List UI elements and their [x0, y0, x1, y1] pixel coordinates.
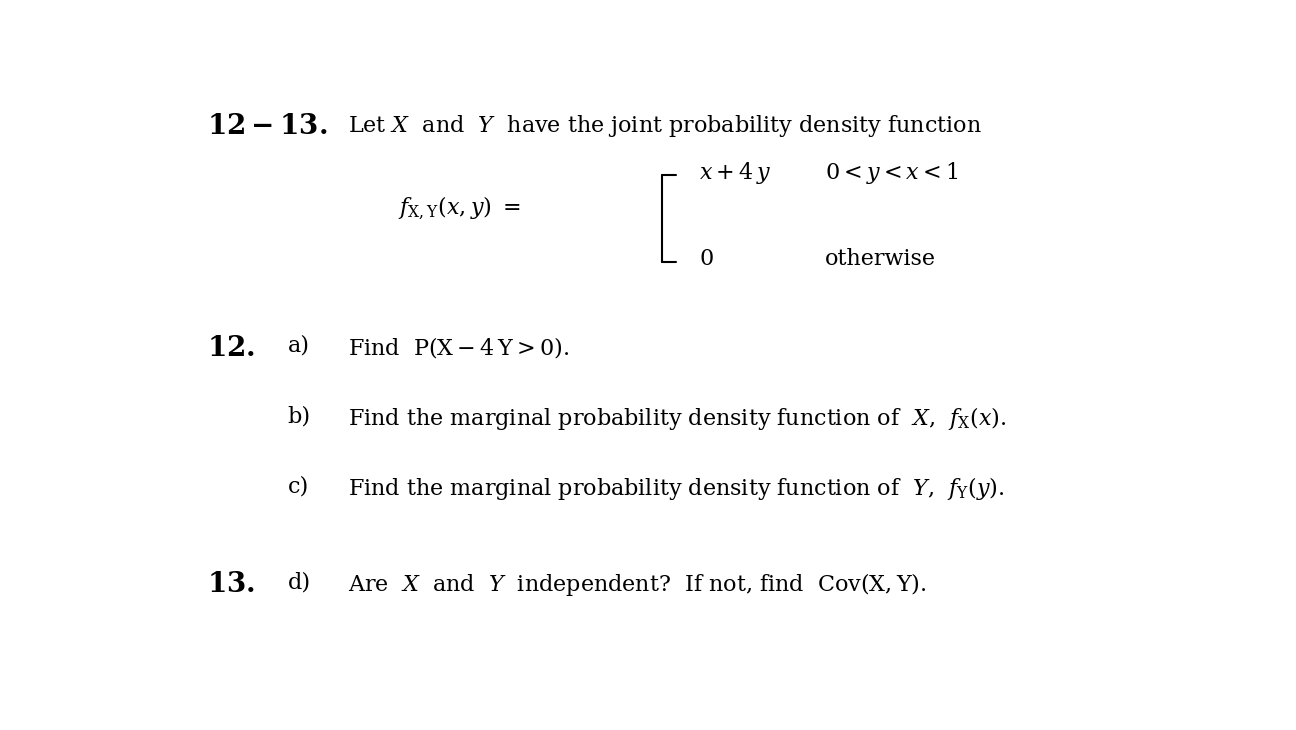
Text: d): d) — [288, 571, 311, 593]
Text: Are  $X$  and  $Y$  independent?  If not, find  $\mathrm{Cov}(\mathrm{X}, \mathr: Are $X$ and $Y$ independent? If not, fin… — [347, 571, 927, 598]
Text: b): b) — [288, 405, 311, 427]
Text: Let $X$  and  $Y$  have the joint probability density function: Let $X$ and $Y$ have the joint probabili… — [347, 113, 981, 139]
Text: $x + 4\,y$: $x + 4\,y$ — [700, 160, 771, 186]
Text: $\mathbf{12.}$: $\mathbf{12.}$ — [207, 335, 255, 362]
Text: Find the marginal probability density function of  $X$,  $f_{\mathrm{X}}(x)$.: Find the marginal probability density fu… — [347, 405, 1007, 432]
Text: $f_{\mathrm{X,Y}}(x, y)\ =$: $f_{\mathrm{X,Y}}(x, y)\ =$ — [398, 194, 521, 223]
Text: otherwise: otherwise — [826, 248, 936, 270]
Text: $\mathbf{12-13.}$: $\mathbf{12-13.}$ — [207, 113, 328, 140]
Text: a): a) — [288, 335, 310, 357]
Text: $0 < y < x < 1$: $0 < y < x < 1$ — [826, 160, 959, 186]
Text: $\mathbf{13.}$: $\mathbf{13.}$ — [207, 571, 255, 598]
Text: c): c) — [288, 475, 308, 497]
Text: Find the marginal probability density function of  $Y$,  $f_{\mathrm{Y}}(y)$.: Find the marginal probability density fu… — [347, 475, 1004, 502]
Text: Find  $\mathrm{P}(\mathrm{X} - 4\,\mathrm{Y} > 0)$.: Find $\mathrm{P}(\mathrm{X} - 4\,\mathrm… — [347, 335, 569, 360]
Text: $0$: $0$ — [700, 248, 714, 270]
